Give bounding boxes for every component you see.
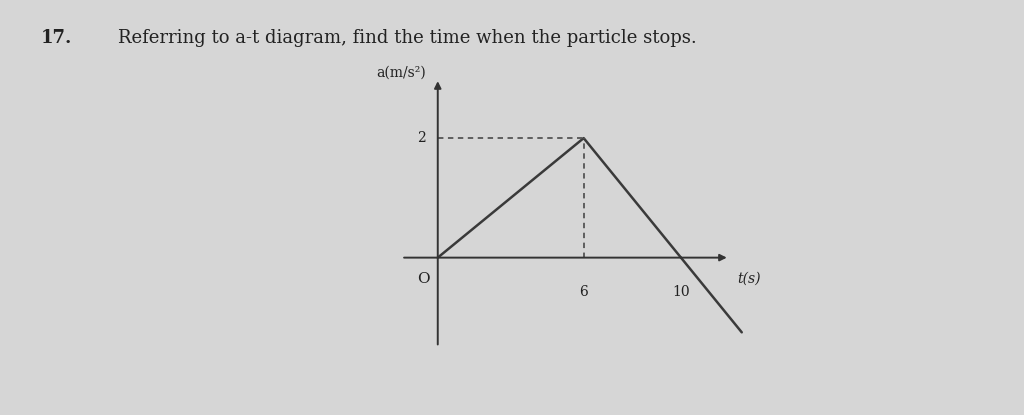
Text: 10: 10	[672, 285, 690, 298]
Text: a(m/s²): a(m/s²)	[376, 66, 426, 79]
Text: O: O	[417, 271, 429, 286]
Text: 2: 2	[417, 131, 426, 145]
Text: 6: 6	[580, 285, 588, 298]
Text: Referring to a-t diagram, find the time when the particle stops.: Referring to a-t diagram, find the time …	[118, 29, 696, 47]
Text: 17.: 17.	[41, 29, 73, 47]
Text: t(s): t(s)	[737, 271, 761, 286]
